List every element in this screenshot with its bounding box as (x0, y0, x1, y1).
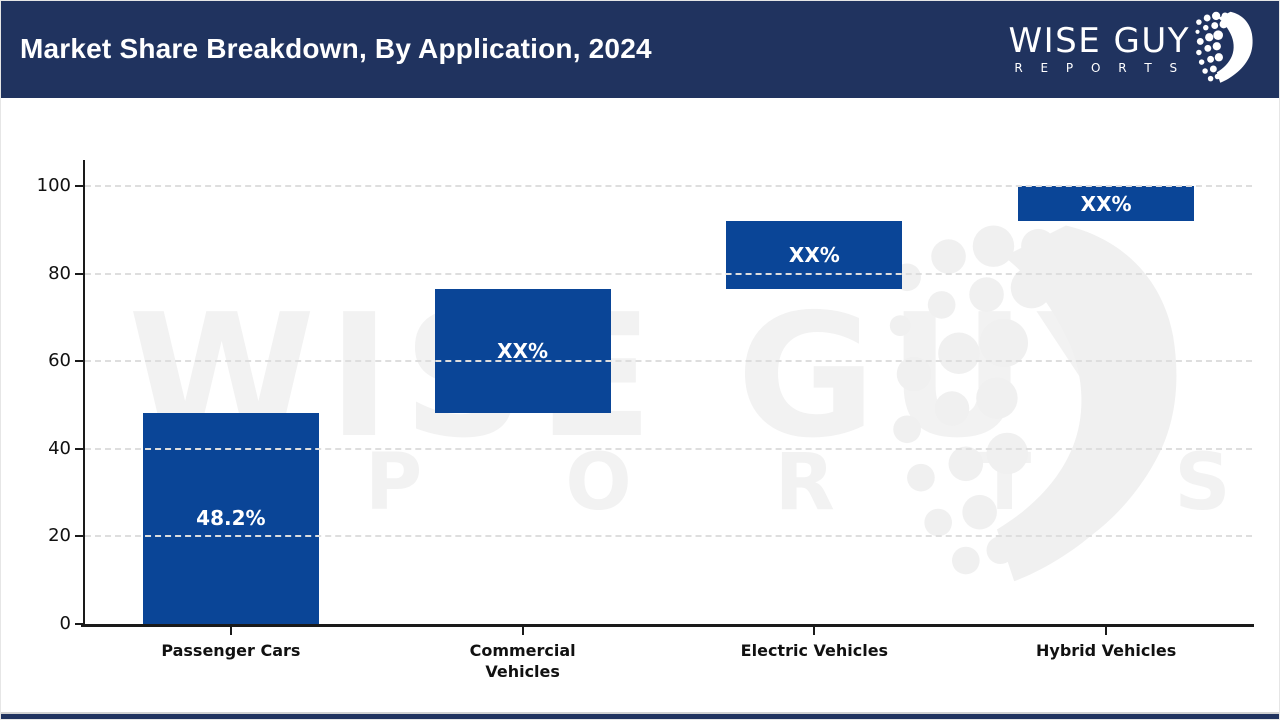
wiseguy-logo: WISE GUY R E P O R T S (1008, 9, 1254, 89)
y-tick-label: 20 (48, 525, 71, 547)
gridline-100 (85, 185, 1252, 187)
y-tick-mark (75, 447, 83, 450)
bar-electric-vehicles (726, 221, 903, 290)
y-tick-mark (75, 535, 83, 538)
x-axis-line (81, 624, 1254, 627)
x-tick-mark (813, 627, 816, 635)
bar-commercial-vehicles (434, 289, 611, 413)
bar-value-label: XX% (788, 243, 840, 268)
gridline-20 (85, 535, 1252, 538)
y-tick-label: 0 (59, 613, 71, 635)
category-label: Hybrid Vehicles (1036, 641, 1177, 660)
bar-hybrid-vehicles (1018, 186, 1195, 222)
logo-wordmark: WISE GUY (1008, 21, 1190, 61)
bar-value-label: XX% (1080, 191, 1132, 216)
y-tick-mark (75, 185, 83, 187)
header-bar: Market Share Breakdown, By Application, … (0, 0, 1280, 98)
x-tick-mark (1105, 627, 1108, 635)
y-tick-label: 80 (48, 262, 71, 284)
category-label: Commercial Vehicles (469, 641, 576, 681)
gridline-40 (85, 447, 1252, 450)
x-tick-mark (521, 627, 524, 635)
y-tick-label: 60 (48, 350, 71, 372)
y-tick-mark (75, 623, 83, 625)
y-tick-mark (75, 272, 83, 275)
y-tick-label: 40 (48, 437, 71, 459)
y-tick-label: 100 (36, 175, 71, 197)
category-label: Electric Vehicles (740, 641, 889, 660)
y-tick-mark (75, 360, 83, 363)
logo-subtitle: R E P O R T S (1014, 61, 1185, 75)
y-axis-line (83, 160, 85, 627)
x-tick-mark (229, 627, 232, 635)
footer-bar (0, 712, 1280, 720)
face-dots-icon (1195, 11, 1253, 83)
plot-area: 0 20 40 60 80 100 48.2% Passenger Cars XX% Commer… (37, 150, 1254, 681)
gridline-80 (85, 272, 1252, 275)
bar-value-label: XX% (497, 339, 549, 364)
gridline-60 (85, 360, 1252, 363)
page-title: Market Share Breakdown, By Application, … (20, 33, 652, 64)
bar-value-label: 48.2% (196, 506, 266, 531)
category-label: Passenger Cars (161, 641, 301, 660)
logo-text: WISE GUY R E P O R T S (1008, 24, 1190, 74)
